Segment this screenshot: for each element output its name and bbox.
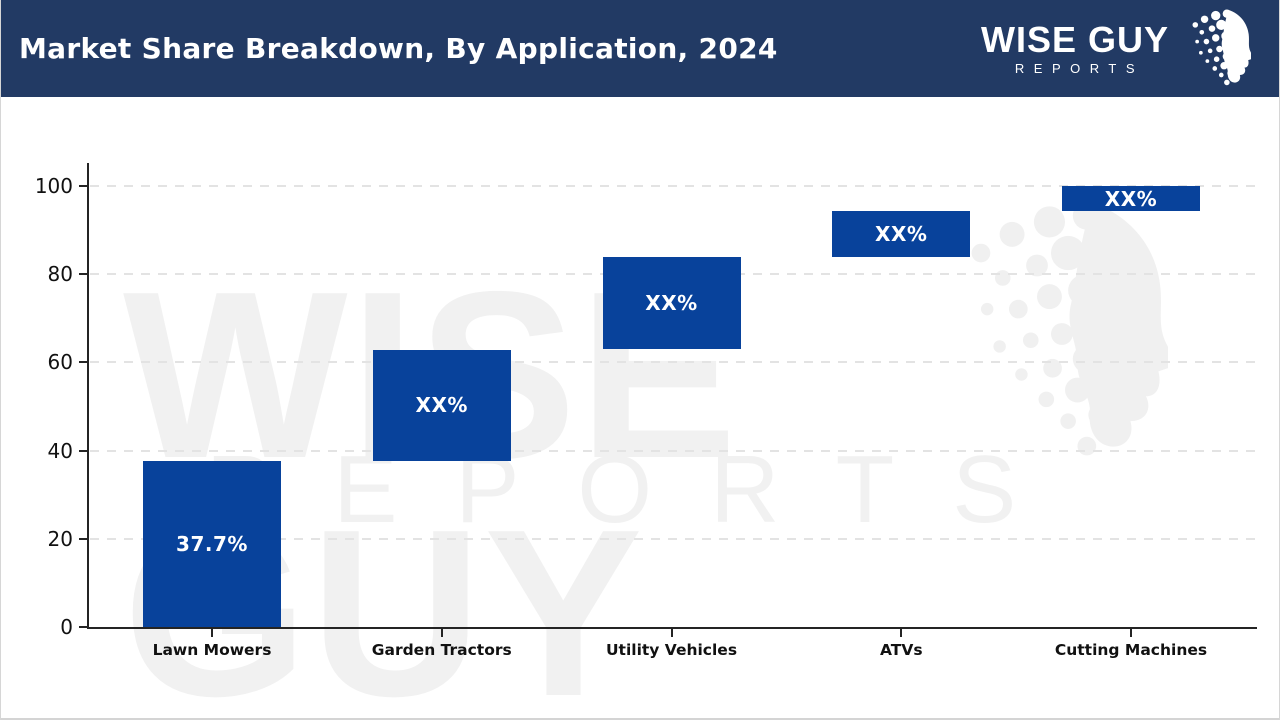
bar-value-label: XX%: [1104, 186, 1158, 211]
y-tick: [79, 273, 87, 276]
bar-value-label: XX%: [415, 393, 468, 418]
x-tick: [211, 629, 213, 637]
x-tick: [440, 629, 443, 637]
y-axis: [87, 163, 89, 629]
chart-title: Market Share Breakdown, By Application, …: [19, 32, 778, 65]
y-tick: [79, 626, 87, 628]
brand-head-icon: [1192, 9, 1251, 85]
y-tick-label: 60: [47, 350, 73, 375]
y-tick-label: 20: [47, 526, 73, 551]
bar-value-label: 37.7%: [176, 531, 248, 556]
x-tick-label: ATVs: [879, 641, 923, 659]
x-tick-label: Cutting Machines: [1054, 641, 1208, 659]
y-tick: [79, 185, 87, 187]
y-tick: [79, 361, 87, 364]
gridline: [90, 537, 1257, 540]
y-tick-label: 40: [47, 438, 73, 463]
x-tick: [670, 629, 673, 637]
y-tick-label: 100: [34, 174, 73, 198]
bar: XX%: [602, 256, 741, 350]
y-tick-label: 80: [47, 262, 73, 287]
bar-value-label: XX%: [645, 290, 698, 315]
gridline: [90, 185, 1257, 187]
x-tick-label: Garden Tractors: [371, 641, 512, 659]
bar: XX%: [832, 211, 971, 257]
brand-subname: REPORTS: [1014, 61, 1145, 76]
x-tick-label: Lawn Mowers: [152, 641, 272, 659]
gridline: [90, 361, 1257, 364]
brand-logo-text: WISE GUY REPORTS: [980, 19, 1169, 76]
bar: XX%: [372, 350, 511, 461]
header: Market Share Breakdown, By Application, …: [1, 0, 1279, 97]
bottom-border-line: [1, 718, 1279, 720]
gridline: [90, 449, 1257, 452]
brand-name: WISE GUY: [980, 19, 1169, 60]
x-tick-label: Utility Vehicles: [605, 641, 738, 659]
bar-value-label: XX%: [875, 221, 928, 246]
x-tick: [900, 629, 903, 637]
bar: XX%: [1062, 186, 1200, 212]
y-tick: [79, 537, 87, 540]
brand-logo: WISE GUY REPORTS: [981, 8, 1251, 90]
y-tick-label: 0: [60, 615, 73, 639]
x-axis: [87, 627, 1257, 629]
x-tick: [1130, 629, 1132, 637]
bar: 37.7%: [143, 460, 281, 627]
y-tick: [79, 449, 87, 452]
